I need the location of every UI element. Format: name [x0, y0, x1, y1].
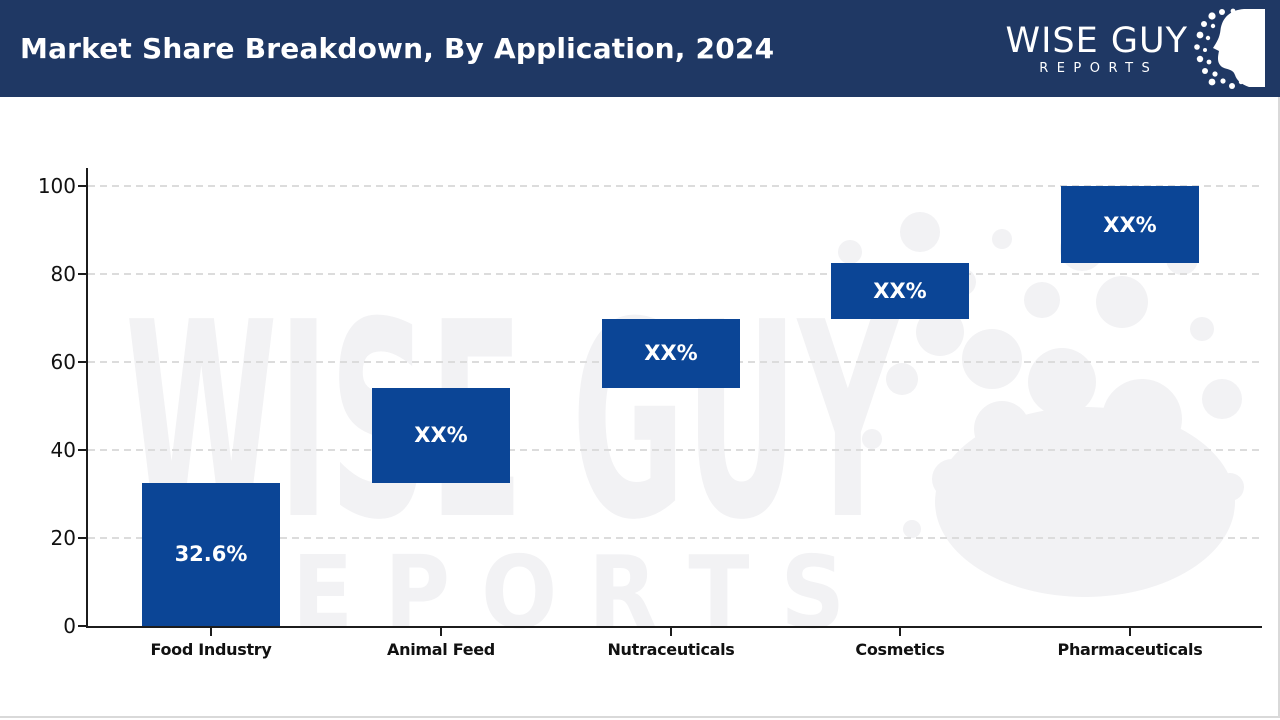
- x-tick-mark: [440, 628, 442, 636]
- y-tick-mark: [78, 361, 86, 363]
- x-axis-label-cosmetics: Cosmetics: [855, 640, 945, 659]
- gridline-20: [88, 537, 1262, 539]
- y-axis-line: [86, 168, 88, 628]
- bar-nutraceuticals: XX%: [602, 318, 740, 388]
- y-tick-label-0: 0: [63, 614, 76, 638]
- bar-animal-feed: XX%: [372, 387, 510, 483]
- window-border-bottom: [0, 716, 1280, 718]
- y-tick-mark: [78, 625, 86, 627]
- x-tick-mark: [670, 628, 672, 636]
- waterfall-chart: WISE GUY R E P O R T S 0 20 40 60 80 100: [0, 97, 1280, 717]
- y-tick-label-100: 100: [37, 174, 76, 198]
- y-tick-mark: [78, 185, 86, 187]
- bar-pharmaceuticals: XX%: [1061, 186, 1199, 263]
- x-axis-label-pharmaceuticals: Pharmaceuticals: [1057, 640, 1203, 659]
- logo-text: WISE GUY REPORTS: [1005, 23, 1188, 76]
- x-axis-label-nutraceuticals: Nutraceuticals: [607, 640, 735, 659]
- x-tick-mark: [210, 628, 212, 636]
- bar-cosmetics: XX%: [831, 263, 969, 319]
- wiseguy-logo: WISE GUY REPORTS: [1000, 8, 1266, 90]
- gridline-80: [88, 273, 1262, 275]
- y-tick-label-80: 80: [50, 262, 76, 286]
- x-axis-label-food-industry: Food Industry: [150, 640, 272, 659]
- logo-head-icon: [1194, 8, 1265, 89]
- bar-value-label-food-industry: 32.6%: [174, 542, 248, 567]
- y-tick-mark: [78, 273, 86, 275]
- logo-subtext: REPORTS: [1039, 60, 1159, 76]
- y-tick-mark: [78, 537, 86, 539]
- y-tick-label-60: 60: [50, 350, 76, 374]
- bar-value-label-animal-feed: XX%: [414, 423, 468, 448]
- chart-title: Market Share Breakdown, By Application, …: [20, 32, 775, 65]
- y-tick-label-20: 20: [50, 526, 76, 550]
- logo-wordmark: WISE GUY: [1005, 20, 1188, 61]
- watermark-subtext: R E P O R T S: [192, 534, 845, 651]
- bar-food-industry: 32.6%: [142, 482, 280, 626]
- watermark-head-icon: [838, 212, 1244, 597]
- bar-value-label-cosmetics: XX%: [873, 278, 927, 303]
- x-tick-mark: [1129, 628, 1131, 636]
- bar-value-label-nutraceuticals: XX%: [644, 341, 698, 366]
- gridline-100: [88, 185, 1262, 187]
- x-axis-label-animal-feed: Animal Feed: [387, 640, 495, 659]
- x-tick-mark: [899, 628, 901, 636]
- header-bar: Market Share Breakdown, By Application, …: [0, 0, 1280, 97]
- y-tick-mark: [78, 449, 86, 451]
- y-tick-label-40: 40: [50, 438, 76, 462]
- gridline-40: [88, 449, 1262, 451]
- window-border-right: [1278, 97, 1280, 718]
- bar-value-label-pharmaceuticals: XX%: [1103, 212, 1157, 237]
- x-axis-line: [86, 626, 1262, 628]
